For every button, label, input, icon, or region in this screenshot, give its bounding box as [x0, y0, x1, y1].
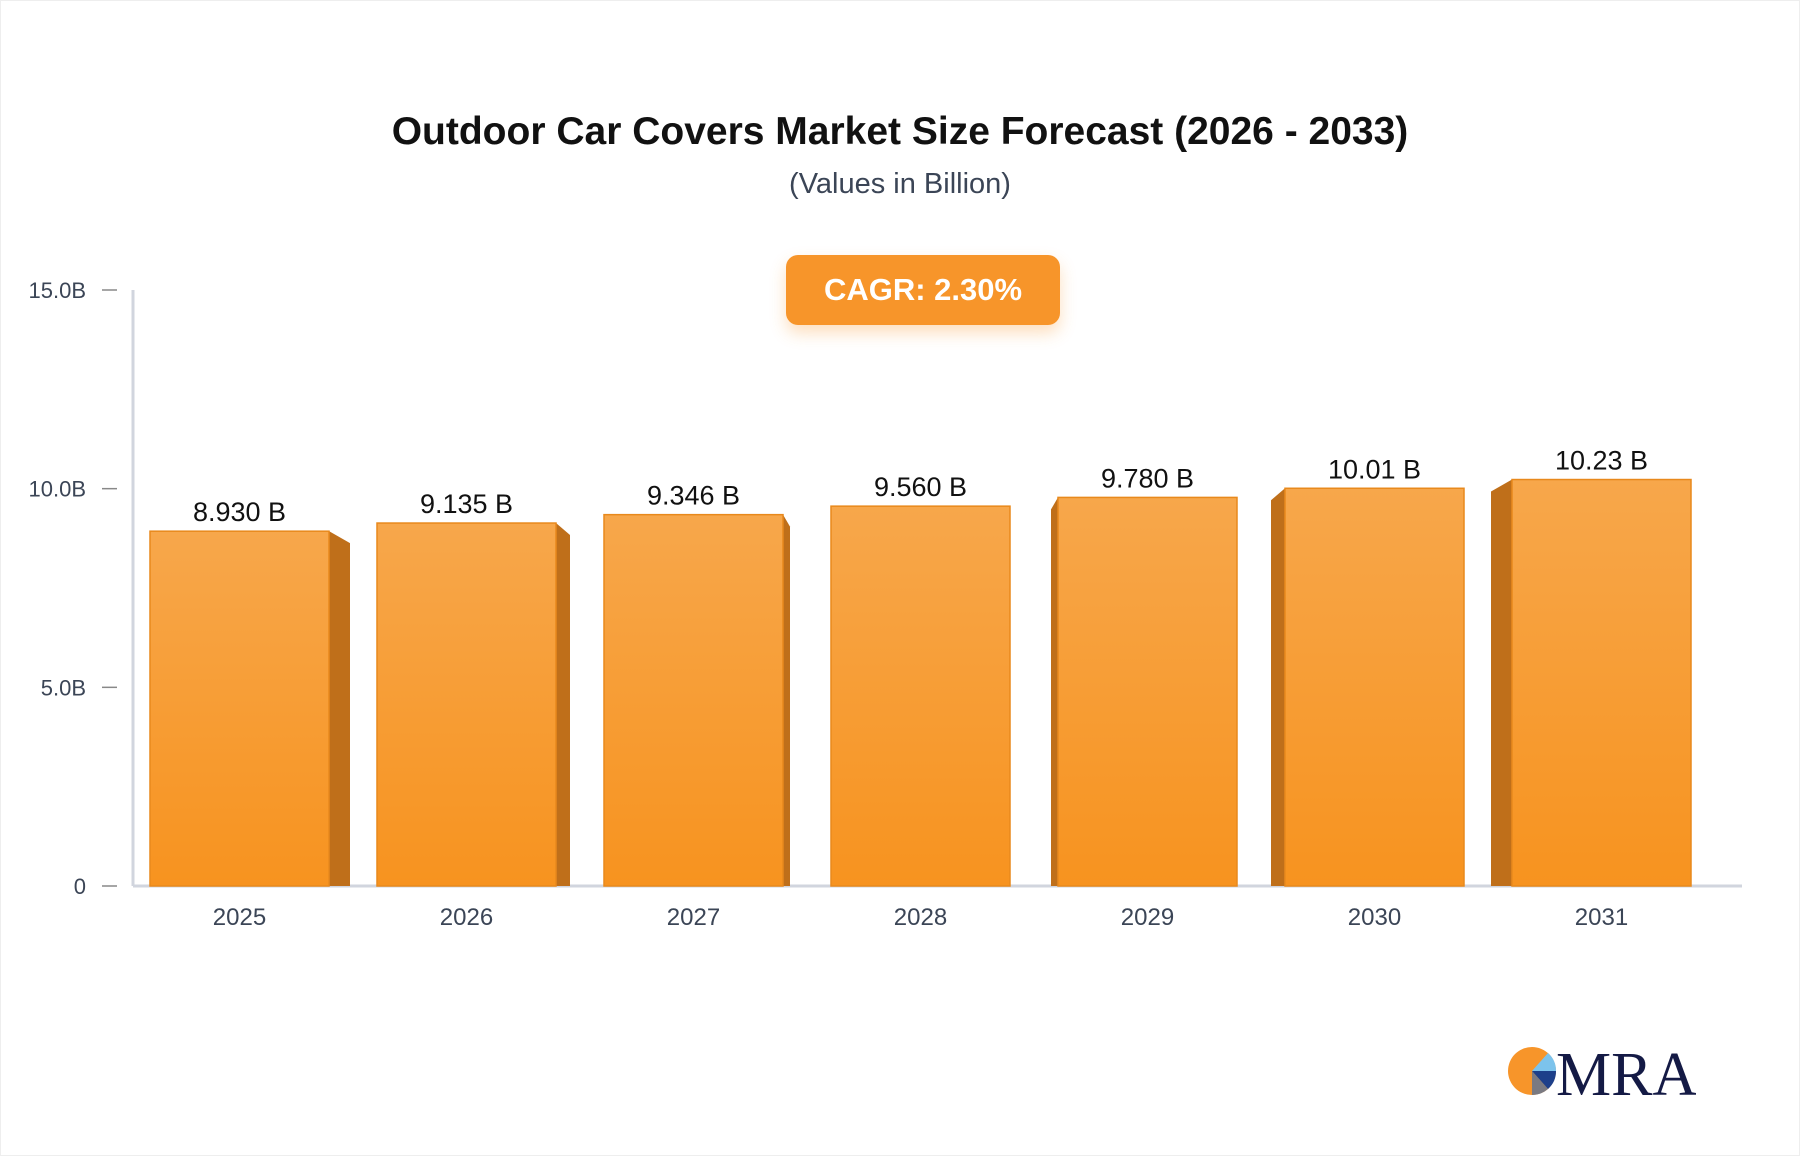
bar	[1511, 478, 1692, 887]
chart-subtitle: (Values in Billion)	[789, 168, 1011, 200]
bar	[1057, 496, 1238, 887]
bar-side	[1491, 479, 1512, 886]
mra-logo: MRA	[1508, 1041, 1696, 1102]
y-tick-label: 5.0B	[41, 675, 86, 700]
bar	[149, 530, 330, 887]
data-label: 10.23 B	[1555, 446, 1648, 476]
cagr-badge: CAGR: 2.30%	[786, 255, 1060, 325]
bar	[376, 522, 557, 887]
x-tick-label: 2025	[213, 904, 266, 931]
bar-group: 9.780 B 2029	[1051, 463, 1238, 931]
bar-side	[1271, 488, 1285, 886]
y-tick-label: 15.0B	[29, 278, 87, 303]
x-tick-label: 2030	[1348, 904, 1401, 931]
bar-side	[556, 523, 570, 886]
y-tick-label: 0	[74, 874, 86, 899]
bar-side	[783, 514, 790, 886]
y-tick-label: 10.0B	[29, 477, 87, 502]
x-tick-label: 2029	[1121, 904, 1174, 931]
bar-group: 9.135 B 2026	[376, 489, 570, 931]
bar	[603, 513, 784, 887]
data-label: 9.135 B	[420, 489, 513, 519]
bar-group: 9.560 B 2028	[830, 472, 1011, 931]
data-label: 9.560 B	[874, 472, 967, 502]
svg-text:MRA: MRA	[1556, 1041, 1696, 1102]
bar-group: 10.23 B 2031	[1491, 446, 1692, 931]
bar-side	[1051, 497, 1058, 886]
bar-side	[329, 531, 350, 886]
chart-title: Outdoor Car Covers Market Size Forecast …	[391, 110, 1409, 153]
data-label: 8.930 B	[193, 497, 286, 527]
data-label: 9.780 B	[1101, 463, 1194, 493]
data-label: 9.346 B	[647, 481, 740, 511]
bar-group: 10.01 B 2030	[1271, 454, 1465, 931]
x-tick-label: 2027	[667, 904, 720, 931]
bar	[1284, 487, 1465, 887]
bar	[830, 505, 1011, 887]
bar-group: 9.346 B 2027	[603, 481, 790, 931]
x-tick-label: 2028	[894, 904, 947, 931]
data-label: 10.01 B	[1328, 454, 1421, 484]
x-tick-label: 2026	[440, 904, 493, 931]
bar-group: 8.930 B 2025	[149, 497, 350, 931]
x-tick-label: 2031	[1575, 904, 1628, 931]
